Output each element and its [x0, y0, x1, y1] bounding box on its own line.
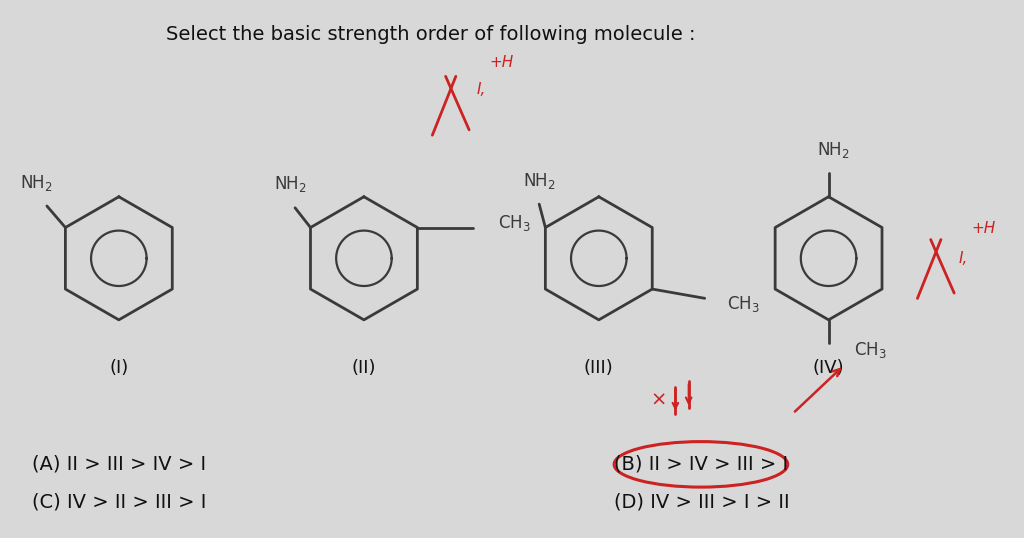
Text: NH$_2$: NH$_2$ — [817, 140, 850, 160]
Text: CH$_3$: CH$_3$ — [499, 213, 531, 233]
Text: (III): (III) — [584, 359, 613, 377]
Text: (I): (I) — [110, 359, 128, 377]
Text: +H: +H — [489, 55, 514, 70]
Text: (D) IV > III > I > II: (D) IV > III > I > II — [614, 492, 790, 511]
Text: (B) II > IV > III > I: (B) II > IV > III > I — [614, 455, 788, 474]
Text: I,: I, — [476, 82, 485, 97]
Text: (II): (II) — [351, 359, 376, 377]
Text: NH$_2$: NH$_2$ — [20, 173, 53, 193]
Text: +H: +H — [972, 221, 995, 236]
Text: CH$_3$: CH$_3$ — [727, 294, 760, 314]
Text: (C) IV > II > III > I: (C) IV > II > III > I — [32, 492, 207, 511]
Text: (A) II > III > IV > I: (A) II > III > IV > I — [32, 455, 206, 474]
Text: NH$_2$: NH$_2$ — [273, 174, 306, 194]
Text: ×: × — [650, 391, 667, 409]
Text: I,: I, — [958, 251, 968, 266]
Text: CH$_3$: CH$_3$ — [854, 339, 887, 360]
Text: (IV): (IV) — [813, 359, 845, 377]
Text: Select the basic strength order of following molecule :: Select the basic strength order of follo… — [166, 25, 695, 45]
Text: NH$_2$: NH$_2$ — [523, 171, 556, 191]
